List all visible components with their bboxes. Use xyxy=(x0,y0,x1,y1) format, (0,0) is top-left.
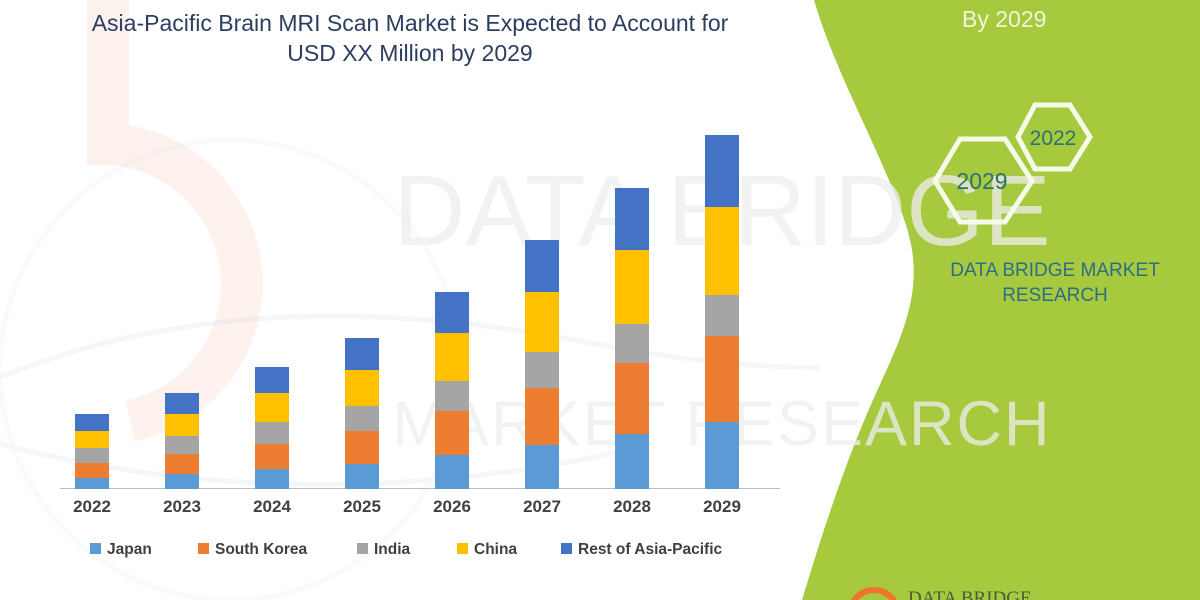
svg-text:DATA BRIDGE: DATA BRIDGE xyxy=(908,588,1032,600)
svg-text:2022: 2022 xyxy=(1030,127,1077,150)
svg-text:2029: 2029 xyxy=(956,168,1007,194)
